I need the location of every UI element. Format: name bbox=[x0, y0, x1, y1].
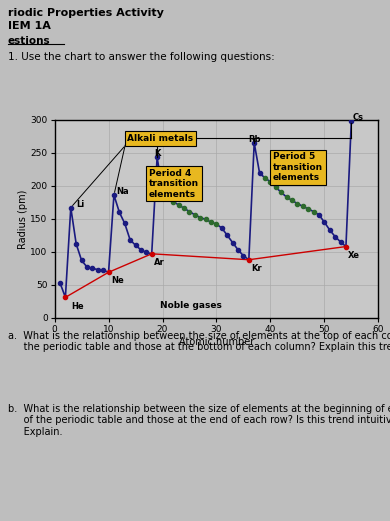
Text: b.  What is the relationship between the size of elements at the beginning of ea: b. What is the relationship between the … bbox=[8, 404, 390, 437]
Text: Ne: Ne bbox=[111, 276, 124, 286]
Text: 1. Use the chart to answer the following questions:: 1. Use the chart to answer the following… bbox=[8, 52, 275, 62]
Text: Cs: Cs bbox=[353, 114, 364, 122]
Text: Kr: Kr bbox=[252, 264, 262, 273]
Text: a.  What is the relationship between the size of elements at the top of each col: a. What is the relationship between the … bbox=[8, 331, 390, 352]
Text: estions: estions bbox=[8, 36, 50, 46]
Text: Noble gases: Noble gases bbox=[160, 302, 222, 311]
Text: K: K bbox=[154, 149, 160, 158]
Text: He: He bbox=[71, 302, 83, 311]
Text: Period 4
transition
elements: Period 4 transition elements bbox=[149, 169, 199, 199]
X-axis label: Atomic number: Atomic number bbox=[179, 337, 254, 346]
Text: Ar: Ar bbox=[154, 258, 165, 267]
Text: Period 5
transition
elements: Period 5 transition elements bbox=[273, 153, 323, 182]
Text: Na: Na bbox=[117, 187, 129, 196]
Text: Xe: Xe bbox=[347, 251, 360, 259]
Text: IEM 1A: IEM 1A bbox=[8, 21, 51, 31]
Text: Alkali metals: Alkali metals bbox=[128, 134, 193, 143]
Text: riodic Properties Activity: riodic Properties Activity bbox=[8, 8, 164, 18]
Y-axis label: Radius (pm): Radius (pm) bbox=[18, 189, 28, 249]
Text: Li: Li bbox=[76, 200, 84, 209]
Text: Rb: Rb bbox=[248, 135, 261, 144]
